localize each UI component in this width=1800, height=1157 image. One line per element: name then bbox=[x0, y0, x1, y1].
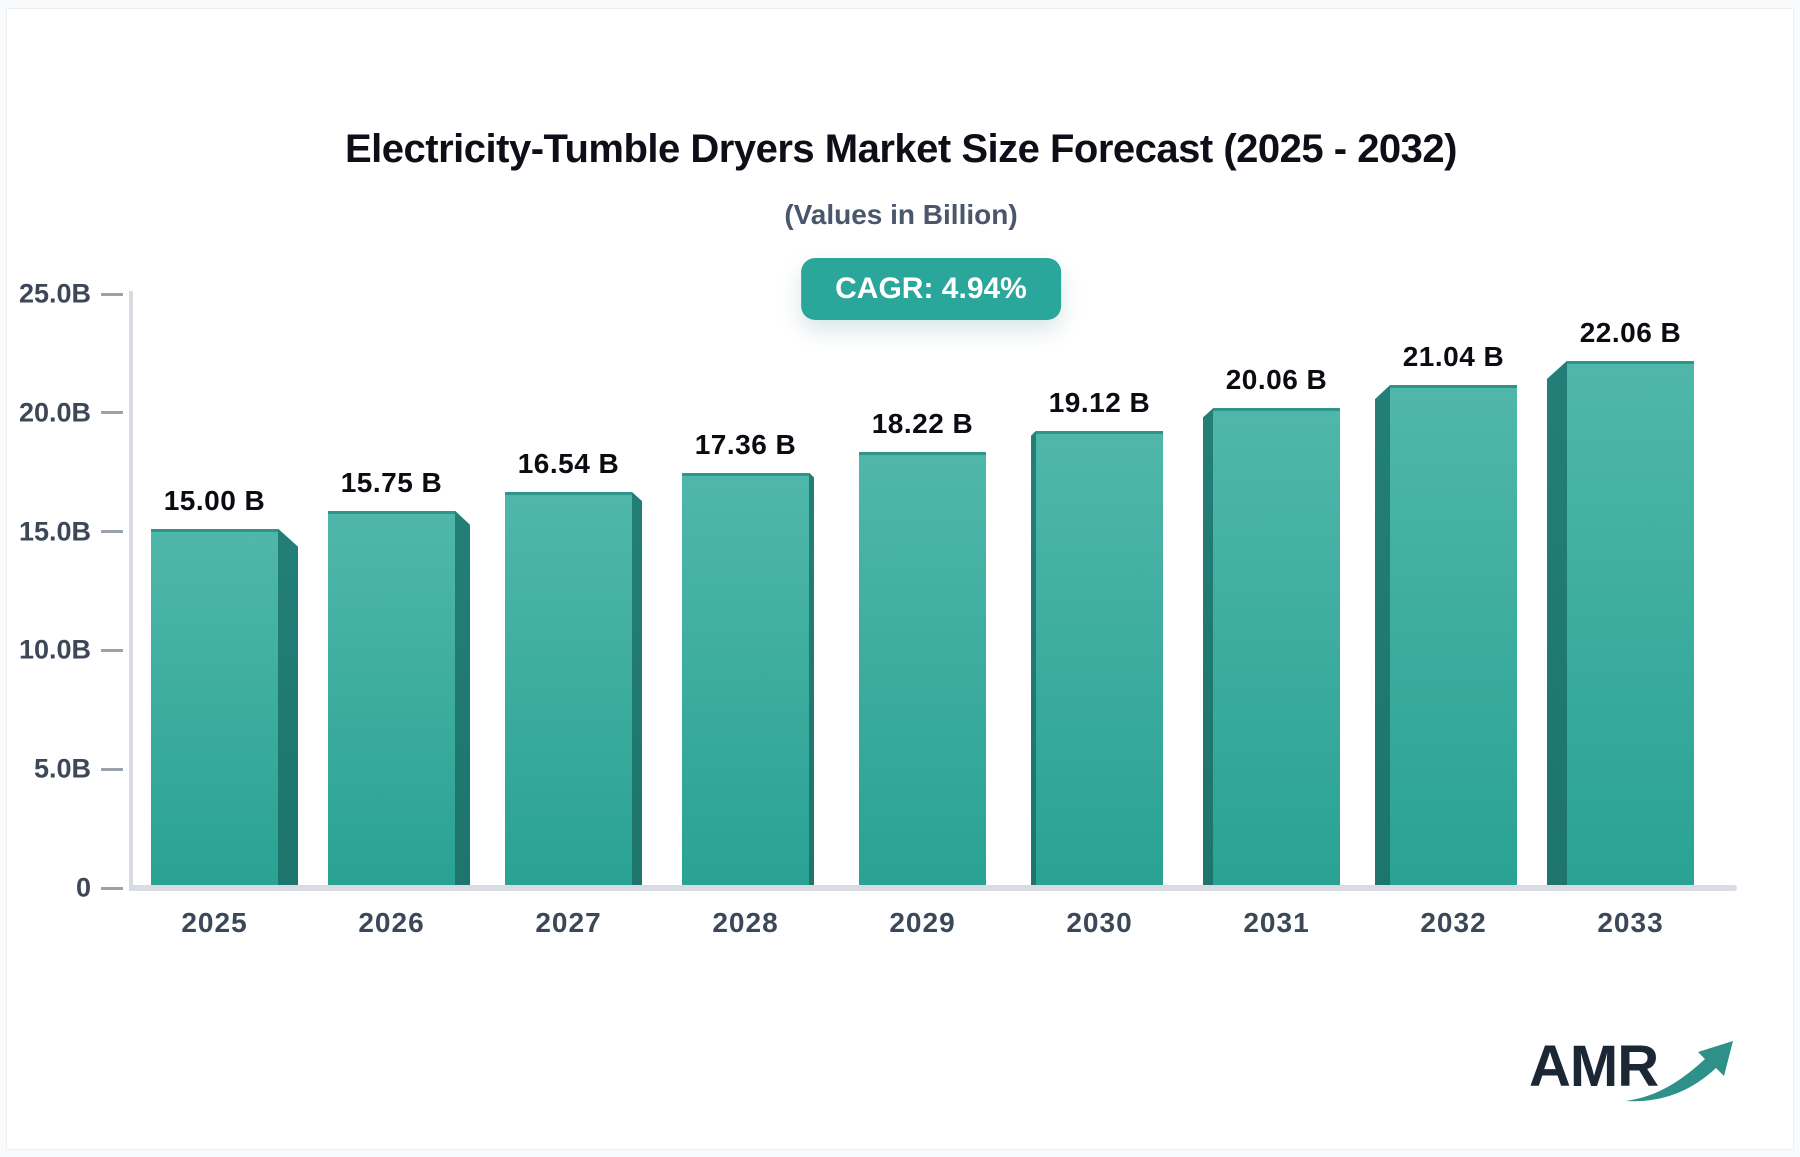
y-tick-label: 5.0B bbox=[33, 753, 91, 784]
x-axis-label-2028: 2028 bbox=[712, 907, 779, 938]
y-tick-label: 10.0B bbox=[18, 634, 91, 665]
y-tick-mark bbox=[101, 648, 123, 652]
x-axis-label-2029: 2029 bbox=[889, 907, 956, 938]
bar-value-label: 16.54 B bbox=[517, 448, 620, 479]
y-tick-mark bbox=[101, 411, 123, 415]
bar-2026 bbox=[328, 510, 455, 885]
x-axis-label-2027: 2027 bbox=[535, 907, 602, 938]
x-axis-label-2026: 2026 bbox=[358, 907, 425, 938]
x-axis-label-2031: 2031 bbox=[1243, 907, 1310, 938]
bar-2033 bbox=[1567, 360, 1694, 885]
chart-card: Electricity-Tumble Dryers Market Size Fo… bbox=[6, 8, 1794, 1150]
x-axis-label-2032: 2032 bbox=[1420, 907, 1487, 938]
bar-value-label: 17.36 B bbox=[694, 428, 797, 460]
bar-side-face bbox=[278, 528, 298, 885]
bar-2032 bbox=[1390, 385, 1517, 885]
y-tick-mark bbox=[101, 767, 123, 771]
amr-logo: AMR bbox=[1529, 1033, 1733, 1113]
bar-2025 bbox=[151, 528, 278, 885]
y-tick-mark bbox=[101, 530, 123, 534]
y-tick-label: 15.0B bbox=[18, 516, 91, 547]
bar-2029 bbox=[859, 452, 986, 885]
bar-2028 bbox=[682, 472, 809, 885]
y-tick-label: 0 bbox=[75, 872, 91, 903]
growth-arrow-icon bbox=[1625, 1041, 1733, 1102]
y-axis-line bbox=[129, 291, 133, 891]
bar-value-label: 18.22 B bbox=[871, 408, 974, 440]
x-axis-label-2030: 2030 bbox=[1066, 907, 1133, 938]
cagr-badge: CAGR: 4.94% bbox=[801, 258, 1061, 320]
bar-side-face bbox=[455, 510, 470, 885]
bar-side-face bbox=[1375, 385, 1390, 885]
bar-2027 bbox=[505, 492, 632, 885]
bar-value-label: 15.75 B bbox=[340, 466, 443, 498]
x-axis-label-2025: 2025 bbox=[181, 907, 248, 938]
chart-title: Electricity-Tumble Dryers Market Size Fo… bbox=[345, 127, 1458, 171]
bar-side-face bbox=[809, 472, 814, 885]
chart-subtitle: (Values in Billion) bbox=[784, 199, 1018, 230]
bar-value-label: 19.12 B bbox=[1048, 386, 1151, 418]
x-axis-baseline bbox=[129, 885, 1737, 891]
bar-value-label: 20.06 B bbox=[1225, 364, 1328, 396]
bar-side-face bbox=[632, 492, 642, 885]
bar-side-face bbox=[1203, 408, 1213, 885]
y-tick-mark bbox=[101, 886, 123, 890]
bar-value-label: 15.00 B bbox=[163, 484, 266, 516]
y-tick-mark bbox=[101, 292, 123, 296]
bar-value-label: 21.04 B bbox=[1402, 341, 1505, 373]
y-tick-label: 20.0B bbox=[18, 397, 91, 428]
y-tick-label: 25.0B bbox=[18, 278, 91, 309]
bar-value-label: 22.06 B bbox=[1579, 316, 1682, 348]
bar-side-face bbox=[1031, 430, 1036, 885]
bar-2031 bbox=[1213, 408, 1340, 885]
x-axis-label-2033: 2033 bbox=[1597, 907, 1664, 938]
bar-2030 bbox=[1036, 430, 1163, 885]
bar-side-face bbox=[1547, 360, 1567, 885]
amr-logo-text: AMR bbox=[1529, 1034, 1659, 1099]
